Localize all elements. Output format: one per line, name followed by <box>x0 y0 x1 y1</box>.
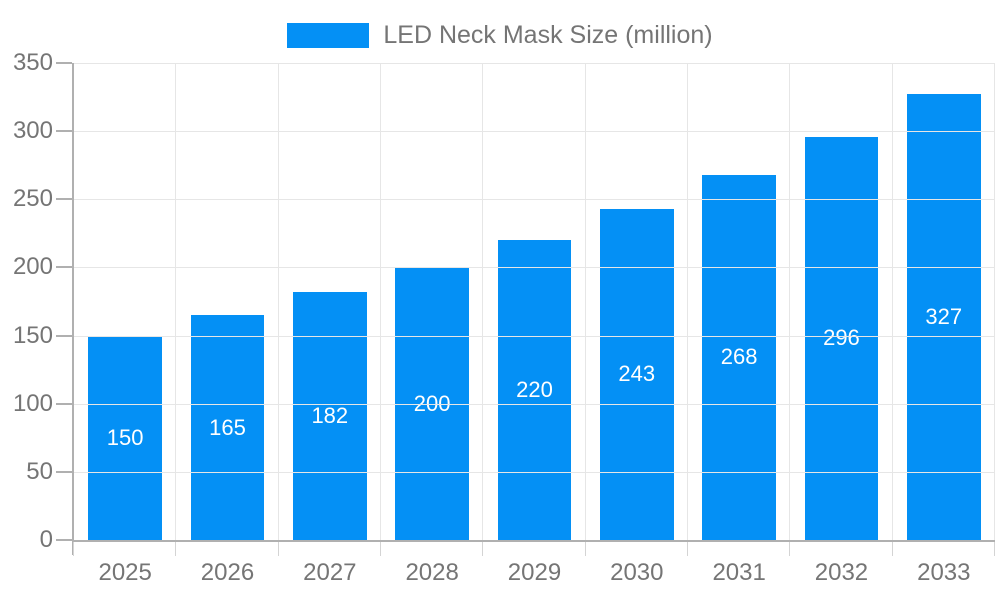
y-tick-mark <box>56 334 72 337</box>
y-grid-line <box>74 63 995 64</box>
bar-value-label: 150 <box>106 424 144 450</box>
y-grid-line <box>74 131 995 133</box>
y-axis-labels: 0 50 100 150 200 250 300 350 <box>0 49 53 553</box>
bar-series: 150 165 182 200 220 243 268 296 327 <box>74 63 995 540</box>
category-cell: 182 <box>279 63 381 540</box>
y-tick-label: 300 <box>12 117 53 145</box>
y-tick-mark <box>56 539 72 541</box>
x-tick-label: 2030 <box>610 559 664 586</box>
bar-value-label: 243 <box>618 361 656 387</box>
legend-swatch-icon <box>287 23 370 48</box>
x-tick-mark <box>891 542 893 556</box>
y-tick-label: 50 <box>26 457 53 485</box>
y-tick-label: 150 <box>12 321 53 349</box>
x-tick-mark <box>482 542 484 556</box>
x-tick-label: 2029 <box>507 559 562 586</box>
bar[interactable]: 220 <box>497 240 572 540</box>
category-cell: 220 <box>483 63 585 540</box>
y-tick-mark <box>56 130 72 133</box>
bar-value-label: 165 <box>209 414 246 440</box>
x-tick-mark <box>686 542 688 556</box>
legend-label: LED Neck Mask Size (million) <box>383 21 713 49</box>
x-axis-line <box>72 540 995 542</box>
category-cell: 268 <box>688 63 790 540</box>
x-grid-line <box>686 63 688 540</box>
x-tick-label: 2026 <box>200 559 255 586</box>
bar-value-label: 200 <box>413 390 451 416</box>
y-grid-line <box>74 267 995 269</box>
y-grid-line <box>74 471 995 473</box>
bar[interactable]: 165 <box>190 315 265 540</box>
y-tick-mark <box>56 198 72 201</box>
x-tick-label: 2028 <box>405 559 459 586</box>
y-tick-label: 350 <box>12 49 53 76</box>
y-tick-label: 0 <box>39 526 53 553</box>
category-cell: 243 <box>586 63 688 540</box>
bar[interactable]: 296 <box>804 136 879 540</box>
x-grid-line <box>789 63 791 540</box>
bar[interactable]: 243 <box>599 208 674 540</box>
bar[interactable]: 150 <box>88 335 162 540</box>
y-tick-mark <box>56 266 72 269</box>
x-grid-line <box>994 63 995 540</box>
x-tick-label: 2032 <box>814 559 869 586</box>
y-tick-label: 250 <box>12 185 53 213</box>
x-tick-mark <box>277 542 279 556</box>
category-cell: 165 <box>176 63 278 540</box>
category-cell: 150 <box>74 63 176 540</box>
legend[interactable]: LED Neck Mask Size (million) <box>0 21 1000 50</box>
bar-value-label: 220 <box>516 377 553 403</box>
bar[interactable]: 182 <box>292 291 367 540</box>
bar-value-label: 327 <box>925 304 963 330</box>
x-grid-line <box>277 63 279 540</box>
y-grid-line <box>74 199 995 201</box>
x-grid-line <box>379 63 381 540</box>
x-tick-mark <box>175 542 177 556</box>
x-tick-label: 2025 <box>98 559 152 586</box>
x-tick-label: 2031 <box>712 559 766 586</box>
y-tick-label: 200 <box>12 253 53 281</box>
bar-value-label: 268 <box>720 344 758 370</box>
x-tick-mark <box>994 542 995 556</box>
y-grid-line <box>74 403 995 405</box>
x-grid-line <box>584 63 586 540</box>
x-tick-mark <box>789 542 791 556</box>
y-grid-line <box>74 335 995 337</box>
x-tick-mark <box>584 542 586 556</box>
plot-area: 150 165 182 200 220 243 268 296 327 <box>56 62 995 556</box>
bar[interactable]: 327 <box>906 94 981 540</box>
y-tick-label: 100 <box>12 389 53 417</box>
x-tick-mark <box>379 542 381 556</box>
x-grid-line <box>482 63 484 540</box>
category-cell: 200 <box>381 63 483 540</box>
x-tick-label: 2027 <box>303 559 357 586</box>
category-cell: 296 <box>790 63 892 540</box>
x-grid-line <box>175 63 177 540</box>
x-axis-labels: 2025 2026 2027 2028 2029 2030 2031 2032 2033 <box>74 558 995 588</box>
bar-value-label: 296 <box>823 325 860 351</box>
y-tick-mark <box>56 62 72 64</box>
bar-value-label: 182 <box>311 402 349 428</box>
bar[interactable]: 268 <box>702 174 776 540</box>
y-tick-mark <box>56 470 72 473</box>
x-grid-line <box>891 63 893 540</box>
category-cell: 327 <box>893 63 995 540</box>
y-tick-mark <box>56 402 72 405</box>
x-tick-label: 2033 <box>917 559 971 586</box>
x-tick-mark <box>73 542 74 556</box>
y-axis-line <box>72 63 74 555</box>
